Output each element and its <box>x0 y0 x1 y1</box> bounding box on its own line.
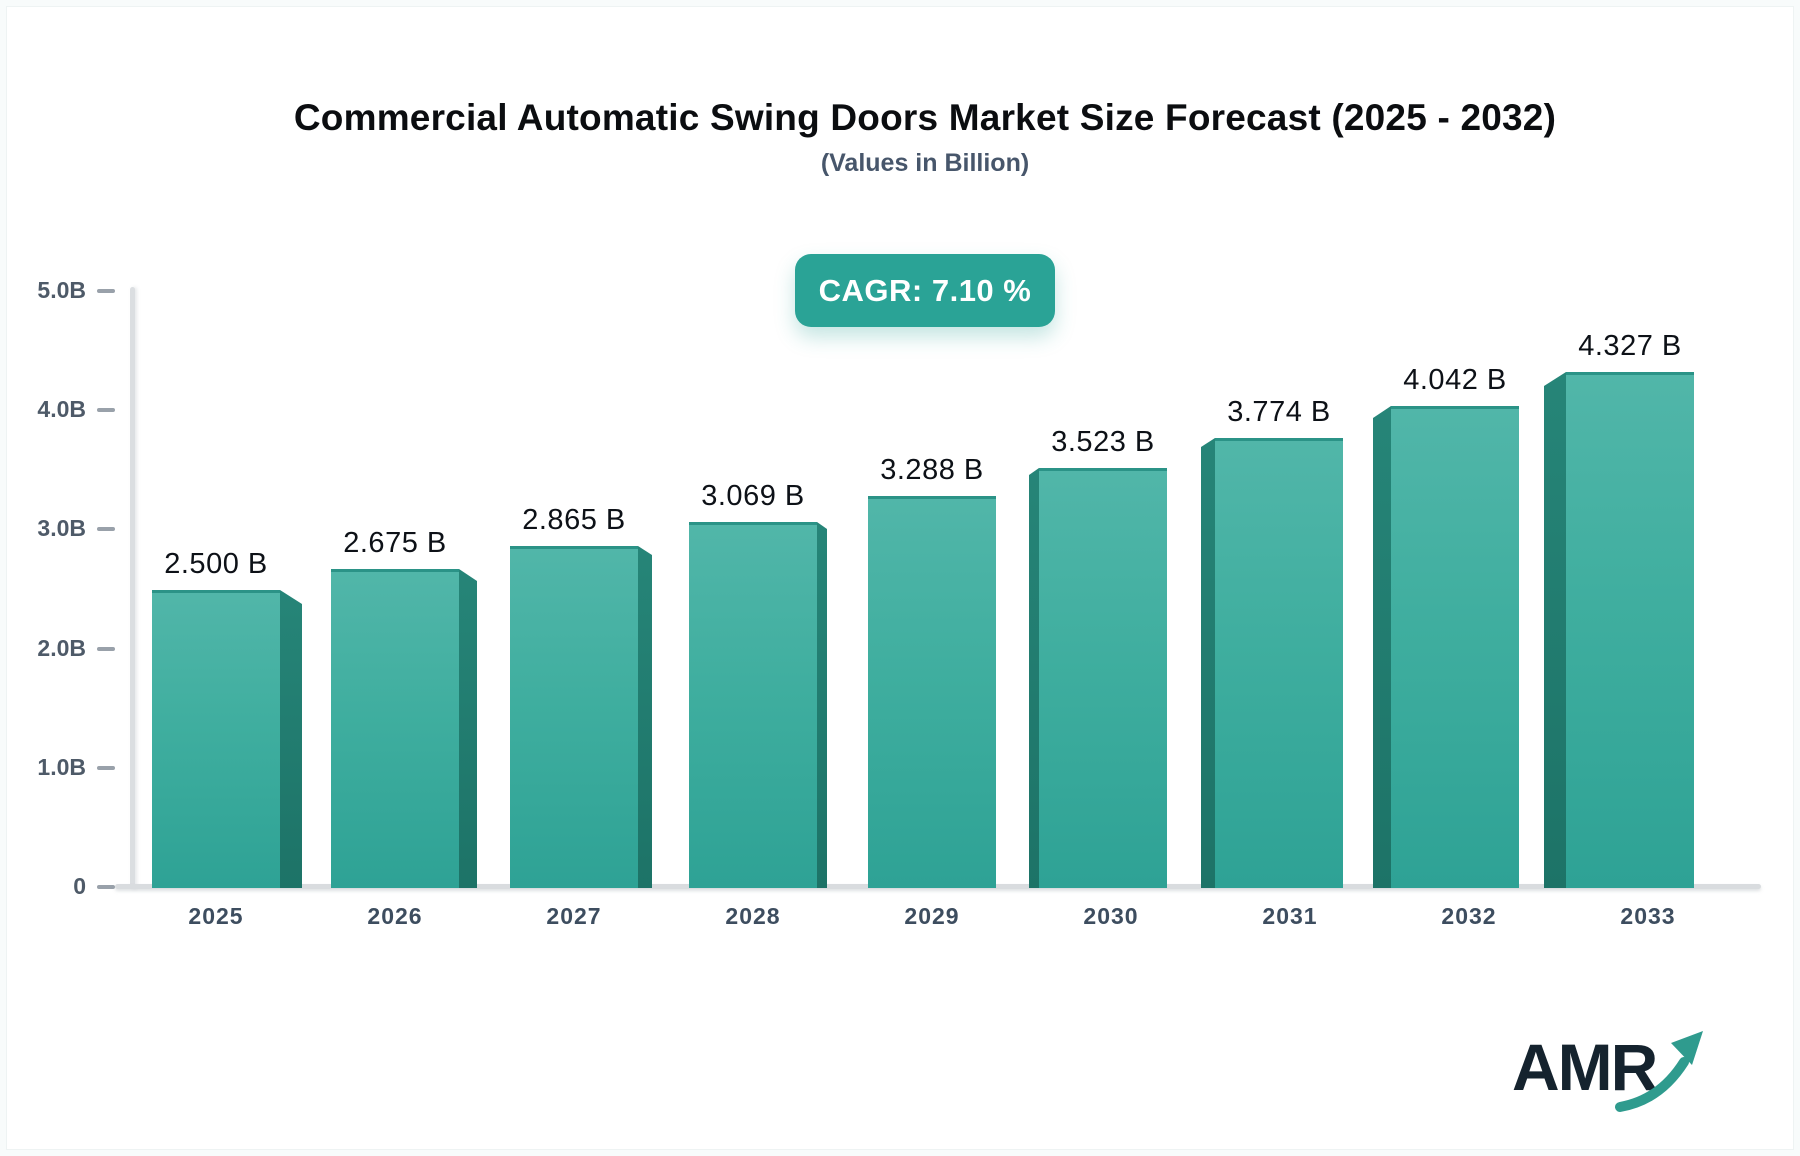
x-tick-label: 2033 <box>1620 903 1676 929</box>
y-tick-mark <box>97 765 115 770</box>
bar-side-face <box>459 569 477 888</box>
x-tick-label: 2032 <box>1441 903 1497 929</box>
bar-side-face <box>817 522 827 888</box>
y-tick-mark <box>97 289 115 293</box>
bar-2029 <box>868 496 996 888</box>
y-tick-label: 2.0B <box>37 634 86 661</box>
y-tick-label: 3.0B <box>37 515 86 542</box>
bar-value-label: 3.069 B <box>701 480 805 512</box>
x-tick-label: 2028 <box>725 903 781 929</box>
bar-side-face <box>280 590 302 888</box>
bar-2026 <box>331 569 459 888</box>
logo-text: AMR <box>1512 1030 1658 1104</box>
bar-side-face <box>1373 406 1391 888</box>
bar-value-label: 4.327 B <box>1578 330 1682 362</box>
chart-subtitle: (Values in Billion) <box>820 149 1030 177</box>
bar-value-label: 4.042 B <box>1403 364 1507 396</box>
bar-value-label: 2.865 B <box>522 504 626 536</box>
bar-2031 <box>1215 438 1343 888</box>
x-tick-label: 2029 <box>904 903 960 929</box>
bar-value-label: 3.523 B <box>1051 426 1155 458</box>
bar-2027 <box>510 546 638 888</box>
y-axis-line <box>130 287 135 889</box>
bar-value-label: 3.774 B <box>1227 396 1331 428</box>
amr-logo: AMR <box>1512 1030 1703 1112</box>
bar-2033 <box>1566 372 1694 888</box>
y-tick-label: 0 <box>73 873 86 899</box>
bar-value-label: 2.500 B <box>164 548 268 580</box>
y-tick-mark <box>97 408 115 413</box>
x-tick-label: 2026 <box>367 903 423 929</box>
y-tick-mark <box>97 885 115 889</box>
bar-side-face <box>638 546 652 888</box>
bar-value-label: 3.288 B <box>880 454 984 486</box>
bar-2032 <box>1391 406 1519 888</box>
bar-2028 <box>689 522 817 888</box>
x-tick-label: 2031 <box>1262 903 1318 929</box>
cagr-badge: CAGR: 7.10 % <box>795 254 1055 327</box>
growth-arrow-icon <box>1615 1031 1703 1112</box>
x-tick-label: 2025 <box>188 903 244 929</box>
bar-2030 <box>1039 468 1167 888</box>
bar-value-label: 2.675 B <box>343 527 447 559</box>
x-tick-label: 2027 <box>546 903 602 929</box>
bar-2025 <box>152 590 280 888</box>
y-tick-label: 5.0B <box>37 277 86 303</box>
y-tick-label: 4.0B <box>37 396 86 423</box>
y-tick-mark <box>97 527 115 532</box>
bar-side-face <box>1201 438 1215 888</box>
x-tick-label: 2030 <box>1083 903 1139 929</box>
y-tick-mark <box>97 646 115 651</box>
y-tick-label: 1.0B <box>37 753 86 780</box>
bar-side-face <box>1029 468 1039 888</box>
chart-title: Commercial Automatic Swing Doors Market … <box>293 97 1557 138</box>
bar-side-face <box>1544 372 1566 888</box>
